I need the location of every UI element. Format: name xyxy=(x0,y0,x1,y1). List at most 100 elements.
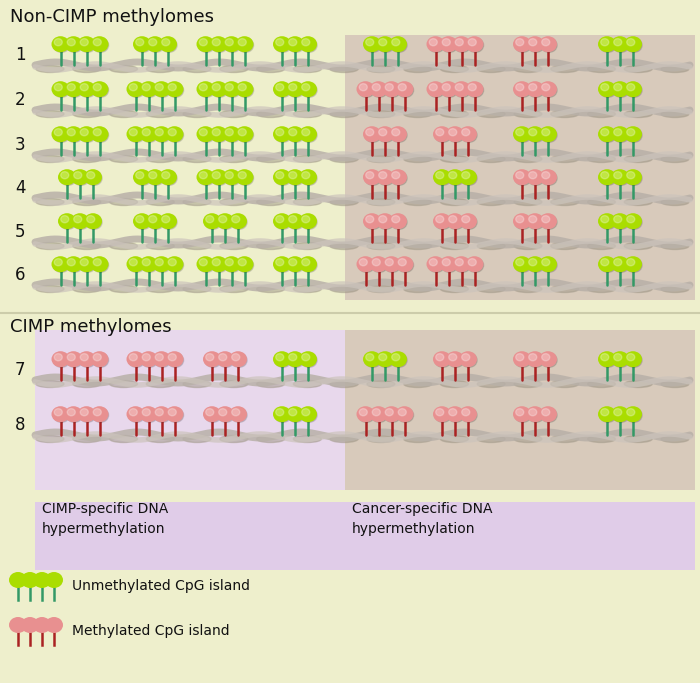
Ellipse shape xyxy=(302,171,310,179)
Ellipse shape xyxy=(155,258,171,273)
Ellipse shape xyxy=(516,128,524,136)
Ellipse shape xyxy=(159,213,177,229)
Ellipse shape xyxy=(541,38,557,53)
Ellipse shape xyxy=(79,83,96,98)
Ellipse shape xyxy=(515,83,531,98)
Ellipse shape xyxy=(275,128,291,142)
Ellipse shape xyxy=(273,256,291,273)
Ellipse shape xyxy=(142,128,150,136)
Ellipse shape xyxy=(626,128,635,136)
Ellipse shape xyxy=(449,408,457,416)
Ellipse shape xyxy=(367,111,395,117)
Ellipse shape xyxy=(440,380,468,387)
Ellipse shape xyxy=(197,36,214,52)
Ellipse shape xyxy=(398,259,406,266)
Ellipse shape xyxy=(428,83,444,98)
Ellipse shape xyxy=(209,81,228,97)
Ellipse shape xyxy=(141,353,158,367)
Ellipse shape xyxy=(624,351,642,367)
Ellipse shape xyxy=(449,128,457,136)
Ellipse shape xyxy=(516,171,524,179)
Ellipse shape xyxy=(367,242,395,249)
Ellipse shape xyxy=(53,353,69,367)
Ellipse shape xyxy=(378,353,394,367)
Text: Unmethylated CpG island: Unmethylated CpG island xyxy=(72,579,250,593)
Ellipse shape xyxy=(288,215,304,229)
Ellipse shape xyxy=(257,242,285,249)
Ellipse shape xyxy=(275,408,291,422)
Ellipse shape xyxy=(92,38,108,53)
Ellipse shape xyxy=(288,408,297,416)
Ellipse shape xyxy=(223,256,241,273)
Ellipse shape xyxy=(611,406,629,422)
Ellipse shape xyxy=(370,406,388,422)
Ellipse shape xyxy=(477,66,505,72)
Ellipse shape xyxy=(542,259,550,266)
Text: 2: 2 xyxy=(15,91,25,109)
Ellipse shape xyxy=(218,408,227,416)
Ellipse shape xyxy=(78,256,95,273)
Ellipse shape xyxy=(600,258,616,273)
Ellipse shape xyxy=(155,408,163,416)
Ellipse shape xyxy=(293,380,321,387)
Ellipse shape xyxy=(367,66,395,72)
Ellipse shape xyxy=(142,83,150,91)
Ellipse shape xyxy=(330,199,358,206)
Ellipse shape xyxy=(45,617,63,633)
Ellipse shape xyxy=(203,351,221,367)
Text: CIMP methylomes: CIMP methylomes xyxy=(10,318,172,336)
Ellipse shape xyxy=(53,38,69,53)
Ellipse shape xyxy=(365,354,374,361)
Ellipse shape xyxy=(146,213,164,229)
Ellipse shape xyxy=(330,380,358,387)
Ellipse shape xyxy=(367,380,395,387)
Ellipse shape xyxy=(442,38,458,53)
Ellipse shape xyxy=(130,83,137,91)
Ellipse shape xyxy=(626,171,642,185)
Ellipse shape xyxy=(53,83,69,98)
Ellipse shape xyxy=(404,199,432,206)
Ellipse shape xyxy=(225,258,241,273)
Ellipse shape xyxy=(528,38,544,53)
Ellipse shape xyxy=(391,38,407,53)
Ellipse shape xyxy=(587,111,615,117)
Ellipse shape xyxy=(626,353,642,367)
Ellipse shape xyxy=(466,36,484,52)
Ellipse shape xyxy=(624,126,642,142)
Ellipse shape xyxy=(359,83,368,91)
Ellipse shape xyxy=(273,81,291,97)
Ellipse shape xyxy=(526,126,544,142)
Ellipse shape xyxy=(514,242,542,249)
Ellipse shape xyxy=(611,256,629,273)
Ellipse shape xyxy=(293,436,321,443)
Ellipse shape xyxy=(73,171,89,185)
Ellipse shape xyxy=(626,354,635,361)
Ellipse shape xyxy=(73,242,101,249)
Ellipse shape xyxy=(378,38,394,53)
Ellipse shape xyxy=(79,258,96,273)
Ellipse shape xyxy=(220,156,248,163)
Ellipse shape xyxy=(223,126,241,142)
Ellipse shape xyxy=(391,171,407,185)
Ellipse shape xyxy=(600,38,616,53)
Ellipse shape xyxy=(142,354,150,361)
Ellipse shape xyxy=(231,215,247,229)
Ellipse shape xyxy=(199,83,207,91)
Ellipse shape xyxy=(225,128,233,136)
Ellipse shape xyxy=(139,81,158,97)
Ellipse shape xyxy=(626,38,642,53)
Ellipse shape xyxy=(384,83,400,98)
Ellipse shape xyxy=(205,215,221,229)
Ellipse shape xyxy=(220,380,248,387)
Ellipse shape xyxy=(551,380,579,387)
Ellipse shape xyxy=(71,169,89,185)
Ellipse shape xyxy=(58,169,76,185)
Ellipse shape xyxy=(435,353,451,367)
Ellipse shape xyxy=(542,216,550,223)
Ellipse shape xyxy=(90,406,108,422)
Ellipse shape xyxy=(598,169,616,185)
Ellipse shape xyxy=(378,128,394,142)
Ellipse shape xyxy=(60,215,76,229)
Ellipse shape xyxy=(223,81,241,97)
Ellipse shape xyxy=(78,406,95,422)
